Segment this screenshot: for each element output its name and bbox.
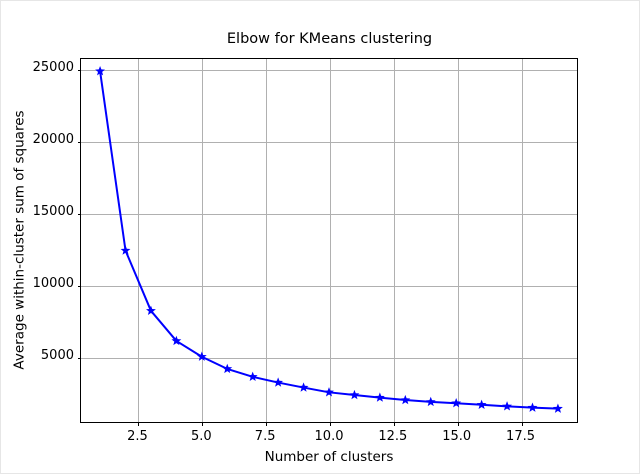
data-point-marker [502, 401, 512, 411]
data-point-marker [527, 402, 538, 412]
data-point-marker [374, 392, 385, 402]
gridline-horizontal [81, 69, 577, 71]
x-tick-label: 17.5 [506, 429, 536, 444]
gridline-horizontal [81, 358, 577, 360]
tick-mark-y [77, 214, 81, 216]
y-tick-label: 5000 [40, 348, 74, 364]
tick-mark-x [202, 422, 204, 426]
x-tick-label: 15.0 [442, 429, 472, 444]
tick-mark-x [138, 422, 140, 426]
data-point-marker [146, 305, 156, 315]
data-point-marker [476, 399, 487, 409]
data-point-marker [120, 245, 131, 255]
tick-mark-y [77, 69, 81, 71]
data-point-marker [324, 387, 334, 397]
y-tick-label: 15000 [32, 204, 74, 220]
data-series-layer [95, 66, 563, 413]
y-tick-label: 10000 [32, 276, 74, 292]
data-point-marker [222, 363, 233, 374]
gridline-vertical [457, 59, 459, 422]
y-tick-label: 20000 [32, 131, 74, 147]
data-point-marker [349, 389, 360, 400]
plot-area [77, 58, 578, 426]
tick-mark-y [77, 141, 81, 143]
x-axis-tick-labels: 2.5 5.0 7.5 10.0 12.5 15.0 17.5 [80, 423, 578, 449]
x-tick-label: 7.5 [254, 429, 276, 444]
x-tick-label: 5.0 [190, 429, 212, 444]
data-point-marker [400, 394, 411, 405]
gridline-horizontal [81, 214, 577, 216]
y-axis-tick-labels: 5000 10000 15000 20000 25000 [1, 58, 74, 423]
gridline-horizontal [81, 141, 577, 143]
gridline-vertical [266, 59, 268, 422]
gridline-vertical [138, 59, 140, 422]
data-point-marker [171, 335, 182, 346]
gridline-vertical [330, 59, 331, 422]
data-point-marker [298, 382, 309, 392]
gridline-vertical [202, 59, 204, 422]
y-axis-title: Average within-cluster sum of squares [11, 110, 28, 370]
data-point-marker [451, 398, 462, 408]
gridline-horizontal [81, 286, 577, 288]
chart-title: Elbow for KMeans clustering [226, 31, 433, 47]
gridline-vertical [521, 59, 523, 422]
y-tick-label: 25000 [32, 59, 74, 75]
tick-mark-x [266, 422, 268, 426]
data-point-marker [247, 371, 258, 381]
data-point-marker [425, 396, 436, 407]
x-tick-label: 10.0 [314, 429, 344, 444]
tick-mark-y [77, 358, 81, 360]
x-tick-label: 12.5 [378, 429, 408, 444]
data-point-marker [552, 403, 563, 413]
tick-mark-x [330, 422, 331, 426]
x-axis-title: Number of clusters [264, 449, 394, 465]
data-point-marker [273, 377, 284, 387]
x-tick-label: 2.5 [127, 429, 148, 444]
tick-mark-x [393, 422, 395, 426]
tick-mark-y [77, 286, 81, 288]
tick-mark-x [457, 422, 459, 426]
gridline-vertical [393, 59, 395, 422]
tick-mark-x [521, 422, 523, 426]
